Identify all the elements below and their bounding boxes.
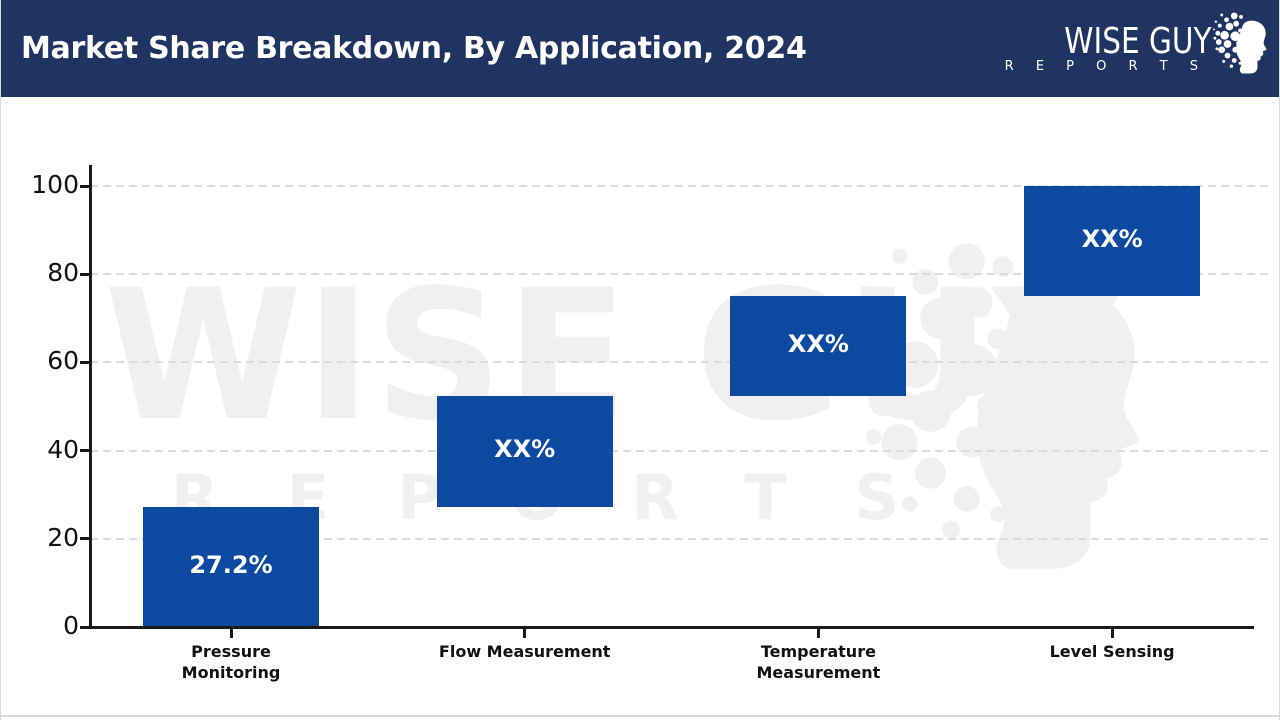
page-title: Market Share Breakdown, By Application, … xyxy=(21,31,807,66)
y-axis-tick xyxy=(80,449,90,453)
x-axis-category-label: Flow Measurement xyxy=(438,642,611,661)
x-axis-tick xyxy=(816,628,820,638)
bar-value-label: XX% xyxy=(1081,224,1143,253)
gridline-y20 xyxy=(90,537,1272,540)
y-axis-tick-label: 20 xyxy=(47,522,79,552)
bar-level-sensing xyxy=(1024,186,1201,296)
y-axis-tick-label: 100 xyxy=(31,170,79,199)
x-axis-tick xyxy=(523,628,527,638)
bar-value-label: 27.2% xyxy=(189,551,273,580)
brand-logo: WISE GUY R E P O R T S xyxy=(1003,0,1273,97)
x-axis-tick xyxy=(1110,628,1114,638)
y-axis-tick xyxy=(80,272,90,276)
y-axis-tick-label: 80 xyxy=(47,258,79,288)
gridline-y60 xyxy=(90,361,1272,364)
gridline-y100 xyxy=(90,185,1272,187)
bar-value-label: XX% xyxy=(787,329,849,358)
brand-logo-text: WISE GUY xyxy=(1063,21,1211,62)
brand-logo-subtext: R E P O R T S xyxy=(1004,59,1207,74)
bar-flow-measurement xyxy=(436,395,613,508)
y-axis-tick xyxy=(80,184,90,188)
gridline-y80 xyxy=(90,273,1272,276)
y-axis-tick xyxy=(80,537,90,541)
bar-temperature-measurement xyxy=(730,295,907,396)
x-axis-category-label: Pressure Monitoring xyxy=(181,642,281,682)
y-axis-tick-label: 40 xyxy=(47,434,79,464)
bottom-divider xyxy=(1,715,1279,717)
header-band: Market Share Breakdown, By Application, … xyxy=(1,0,1279,97)
y-axis-tick-label: 60 xyxy=(47,346,79,376)
brand-head-icon xyxy=(1213,12,1267,74)
x-axis-category-label: Level Sensing xyxy=(1049,642,1175,661)
y-axis-tick xyxy=(80,625,90,629)
bar-pressure-monitoring xyxy=(143,507,319,627)
x-axis-tick xyxy=(229,628,233,638)
x-axis-category-label: Temperature Measurement xyxy=(756,642,881,682)
y-axis-tick xyxy=(80,360,90,364)
gridline-y40 xyxy=(90,449,1272,452)
y-axis-tick-label: 0 xyxy=(63,611,79,640)
y-axis-spine xyxy=(88,165,92,629)
x-axis-spine xyxy=(88,625,1254,629)
bar-value-label: XX% xyxy=(494,435,556,464)
